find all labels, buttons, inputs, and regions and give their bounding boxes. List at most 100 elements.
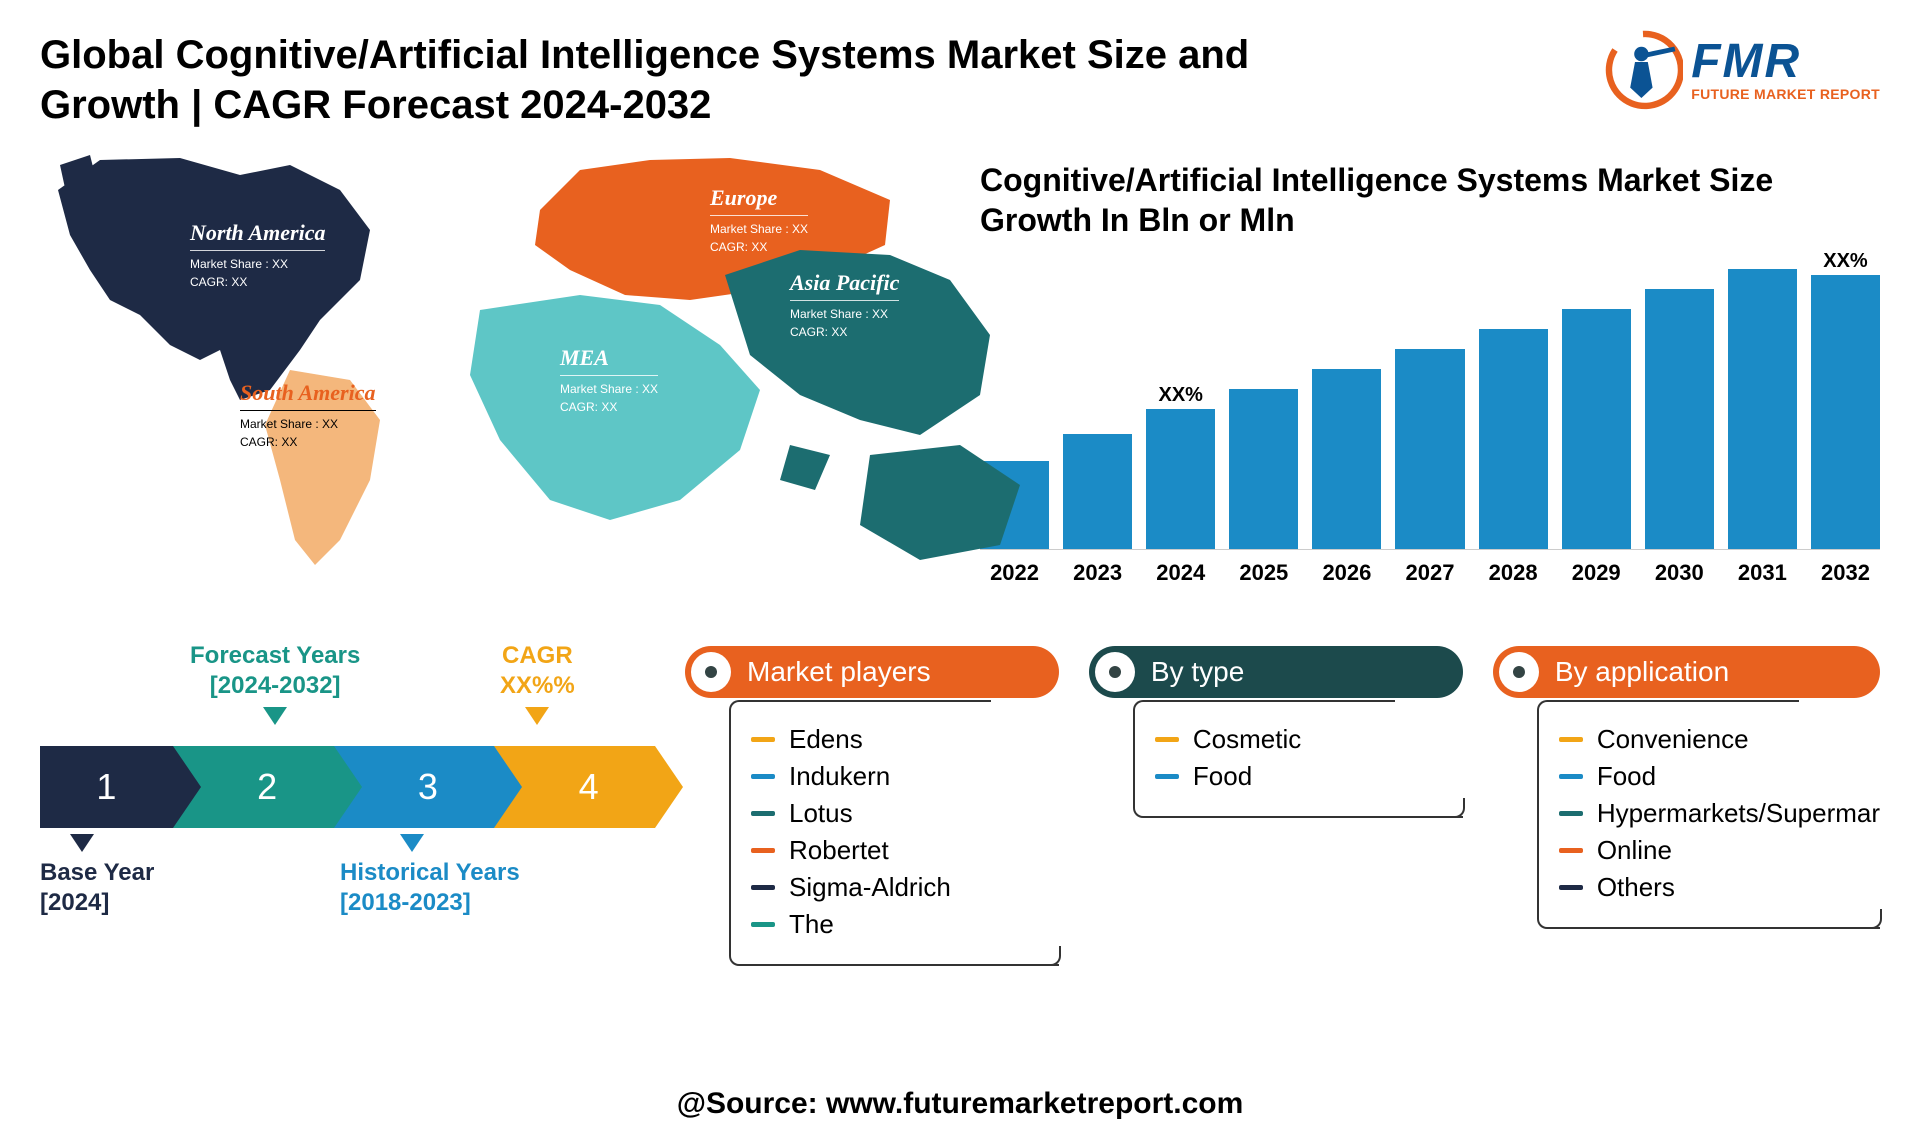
- world-map: North America Market Share : XX CAGR: XX…: [40, 150, 940, 550]
- bar-column: XX%: [1146, 250, 1215, 549]
- list-item-label: Food: [1597, 761, 1656, 792]
- list-item: Others: [1559, 872, 1880, 903]
- bar-column: [1645, 250, 1714, 549]
- fmr-logo: FMR FUTURE MARKET REPORT: [1603, 30, 1880, 110]
- timeline-historical-callout: Historical Years [2018-2023]: [340, 834, 520, 918]
- timeline-infographic: Forecast Years [2024-2032] CAGR XX%% 123…: [40, 646, 655, 828]
- bar: [1645, 289, 1714, 549]
- bar: [1229, 389, 1298, 549]
- list-item: Food: [1155, 761, 1463, 792]
- list-item-label: Lotus: [789, 798, 853, 829]
- tick-icon: [1559, 848, 1583, 853]
- chevron-down-icon: [400, 834, 424, 852]
- list-item: Cosmetic: [1155, 724, 1463, 755]
- list-item-label: Others: [1597, 872, 1675, 903]
- tick-icon: [751, 848, 775, 853]
- bar-x-label: 2025: [1229, 560, 1298, 586]
- list-item-label: Cosmetic: [1193, 724, 1301, 755]
- source-attribution: @Source: www.futuremarketreport.com: [677, 1087, 1244, 1121]
- by-type-column: By type Cosmetic Food: [1089, 646, 1463, 818]
- chevron-down-icon: [525, 707, 549, 725]
- list-item: Indukern: [751, 761, 1059, 792]
- list-item: Online: [1559, 835, 1880, 866]
- bar-x-label: 2024: [1146, 560, 1215, 586]
- list-item: The: [751, 909, 1059, 940]
- bar-column: [1312, 250, 1381, 549]
- list-item-label: Hypermarkets/Supermar: [1597, 798, 1880, 829]
- tick-icon: [751, 922, 775, 927]
- bullet-icon: [1499, 652, 1539, 692]
- logo-text: FMR: [1691, 38, 1880, 86]
- bullet-icon: [1095, 652, 1135, 692]
- growth-bar-chart: Cognitive/Artificial Intelligence System…: [980, 150, 1880, 586]
- bar: [1063, 434, 1132, 549]
- list-item-label: Online: [1597, 835, 1672, 866]
- bar-column: XX%: [1811, 250, 1880, 549]
- bar: [1562, 309, 1631, 549]
- list-item-label: Sigma-Aldrich: [789, 872, 951, 903]
- bar-column: [1562, 250, 1631, 549]
- bar-x-label: 2028: [1479, 560, 1548, 586]
- bar-column: [1728, 250, 1797, 549]
- bar-column: [1063, 250, 1132, 549]
- bar: [1811, 275, 1880, 549]
- tick-icon: [1155, 737, 1179, 742]
- bar: [1728, 269, 1797, 549]
- bar-x-label: 2023: [1063, 560, 1132, 586]
- bar-column: [1479, 250, 1548, 549]
- bar: [1312, 369, 1381, 549]
- logo-subtext: FUTURE MARKET REPORT: [1691, 86, 1880, 102]
- tick-icon: [1559, 885, 1583, 890]
- tick-icon: [1559, 737, 1583, 742]
- tick-icon: [1559, 811, 1583, 816]
- bar-x-label: 2029: [1562, 560, 1631, 586]
- by-application-column: By application Convenience Food Hypermarke…: [1493, 646, 1880, 929]
- page-title: Global Cognitive/Artificial Intelligence…: [40, 30, 1290, 130]
- list-item-label: Indukern: [789, 761, 890, 792]
- list-item-label: Convenience: [1597, 724, 1749, 755]
- logo-icon: [1603, 30, 1683, 110]
- list-item-label: Edens: [789, 724, 863, 755]
- bar-x-label: 2026: [1312, 560, 1381, 586]
- category-title: By application: [1555, 656, 1729, 688]
- category-title: By type: [1151, 656, 1244, 688]
- timeline-cagr-callout: CAGR XX%%: [500, 641, 575, 725]
- list-item: Edens: [751, 724, 1059, 755]
- region-name-mea: MEA: [560, 345, 658, 376]
- region-name-eu: Europe: [710, 185, 808, 216]
- bar-x-label: 2030: [1645, 560, 1714, 586]
- timeline-segment: 1: [40, 746, 173, 828]
- tick-icon: [1155, 774, 1179, 779]
- bullet-icon: [691, 652, 731, 692]
- bar-value-label: XX%: [1811, 250, 1880, 273]
- timeline-base-callout: Base Year [2024]: [40, 834, 154, 918]
- tick-icon: [751, 774, 775, 779]
- list-item-label: Food: [1193, 761, 1252, 792]
- list-item: Hypermarkets/Supermar: [1559, 798, 1880, 829]
- region-name-sa: South America: [240, 380, 376, 411]
- list-item: Convenience: [1559, 724, 1880, 755]
- region-name-ap: Asia Pacific: [790, 270, 899, 301]
- bar-column: [1229, 250, 1298, 549]
- category-title: Market players: [747, 656, 931, 688]
- chevron-down-icon: [263, 707, 287, 725]
- bar-x-label: 2032: [1811, 560, 1880, 586]
- bar-x-label: 2031: [1728, 560, 1797, 586]
- timeline-forecast-callout: Forecast Years [2024-2032]: [190, 641, 360, 725]
- bar: [1479, 329, 1548, 549]
- bar: [1395, 349, 1464, 549]
- list-item-label: Robertet: [789, 835, 889, 866]
- tick-icon: [751, 811, 775, 816]
- list-item: Food: [1559, 761, 1880, 792]
- market-players-column: Market players Edens Indukern Lotus Roberte…: [685, 646, 1059, 966]
- tick-icon: [1559, 774, 1583, 779]
- chevron-down-icon: [70, 834, 94, 852]
- list-item-label: The: [789, 909, 834, 940]
- tick-icon: [751, 885, 775, 890]
- bar: [1146, 409, 1215, 549]
- list-item: Robertet: [751, 835, 1059, 866]
- bar-x-label: 2027: [1395, 560, 1464, 586]
- region-name-na: North America: [190, 220, 325, 251]
- list-item: Lotus: [751, 798, 1059, 829]
- list-item: Sigma-Aldrich: [751, 872, 1059, 903]
